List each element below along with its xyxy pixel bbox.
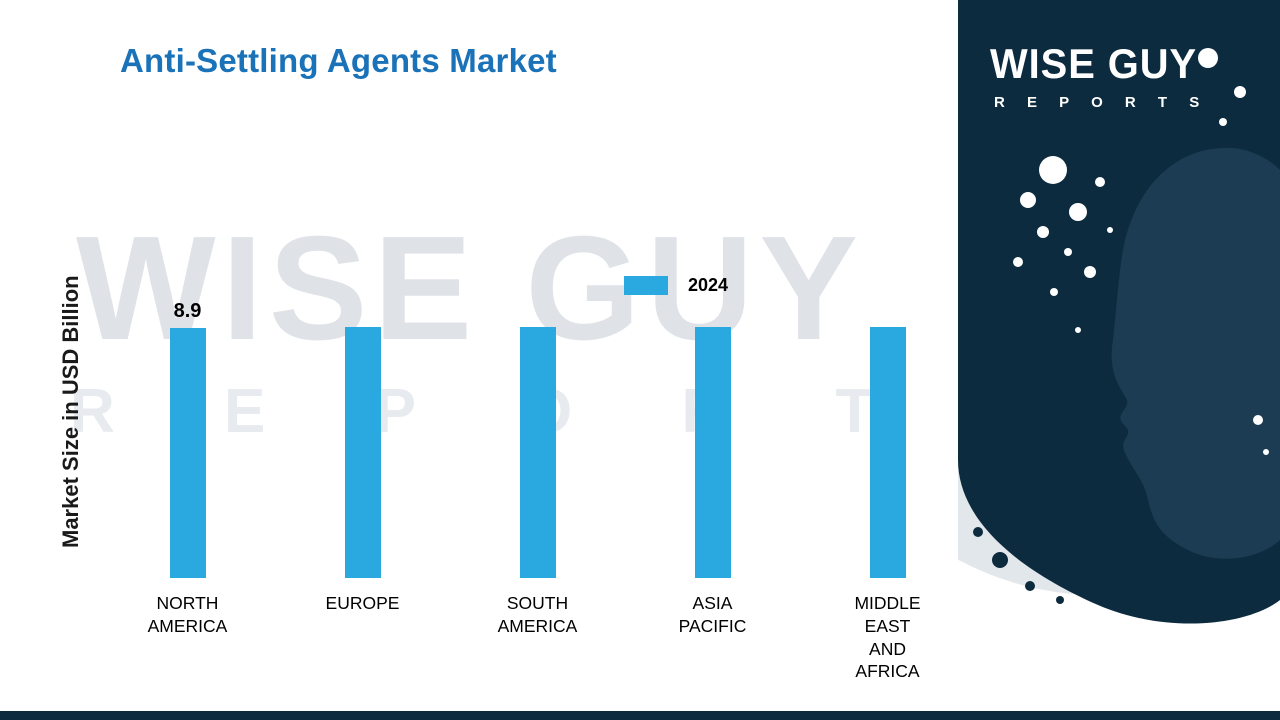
white-dots-pattern	[1013, 48, 1269, 455]
category-label: SOUTH AMERICA	[497, 593, 578, 636]
legend-color-swatch	[624, 276, 668, 295]
y-axis-label: Market Size in USD Billion	[58, 275, 83, 548]
bar-column: MIDDLE EAST AND AFRICA	[800, 300, 975, 683]
bar-stack	[344, 300, 381, 578]
bar-value-label: 8.9	[173, 300, 202, 322]
bar	[694, 327, 731, 578]
logo-reports-text: R E P O R T S	[994, 94, 1209, 111]
bar-stack	[869, 300, 906, 578]
logo-wiseguy-text: WISE GUY	[990, 40, 1198, 87]
bar	[169, 328, 206, 578]
bar-column: EUROPE	[275, 300, 450, 683]
legend: 2024	[624, 275, 728, 296]
bar-stack	[519, 300, 556, 578]
category-label: MIDDLE EAST AND AFRICA	[854, 593, 921, 682]
bar	[344, 327, 381, 578]
bar	[519, 327, 556, 578]
category-label: ASIA PACIFIC	[678, 593, 747, 636]
chart-title: Anti-Settling Agents Market	[120, 42, 557, 79]
face-profile-silhouette	[1111, 147, 1280, 559]
bottom-accent-bar	[0, 711, 1280, 720]
wiseguy-logo: WISE GUY R E P O R T S	[990, 40, 1208, 111]
bar-column: ASIA PACIFIC	[625, 300, 800, 683]
bar	[869, 327, 906, 578]
category-label: NORTH AMERICA	[147, 593, 228, 636]
bar-column: SOUTH AMERICA	[450, 300, 625, 683]
category-label: EUROPE	[325, 593, 400, 613]
bar-stack	[694, 300, 731, 578]
legend-year-label: 2024	[688, 275, 729, 295]
navy-dots-pattern	[973, 527, 1064, 604]
bar-column: 8.9 NORTH AMERICA	[100, 300, 275, 683]
bar-chart-plot-area: 8.9 NORTH AMERICA EUROPE SOUTH AMERICA ASIA PAC…	[100, 300, 975, 683]
bar-stack: 8.9	[169, 300, 206, 578]
